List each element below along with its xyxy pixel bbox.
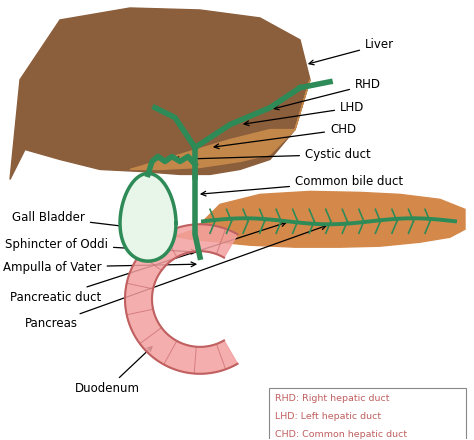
- Text: Sphincter of Oddi: Sphincter of Oddi: [5, 238, 196, 254]
- Text: Common bile duct: Common bile duct: [201, 175, 403, 196]
- Text: CHD: Common hepatic duct: CHD: Common hepatic duct: [275, 430, 407, 439]
- Polygon shape: [125, 224, 237, 374]
- Text: RHD: Right hepatic duct: RHD: Right hepatic duct: [275, 394, 390, 403]
- Text: Pancreas: Pancreas: [25, 225, 326, 330]
- Polygon shape: [120, 173, 176, 261]
- Text: Gall Bladder: Gall Bladder: [12, 211, 144, 231]
- Text: Liver: Liver: [309, 38, 394, 65]
- Polygon shape: [175, 191, 465, 247]
- Text: Pancreatic duct: Pancreatic duct: [10, 222, 286, 304]
- Polygon shape: [130, 80, 310, 169]
- Text: RHD: RHD: [274, 78, 381, 110]
- FancyBboxPatch shape: [269, 388, 466, 440]
- Text: Duodenum: Duodenum: [75, 347, 152, 395]
- Polygon shape: [10, 8, 310, 180]
- Text: Cystic duct: Cystic duct: [174, 148, 371, 161]
- Text: LHD: Left hepatic duct: LHD: Left hepatic duct: [275, 412, 381, 421]
- Text: CHD: CHD: [214, 123, 356, 149]
- Text: Ampulla of Vater: Ampulla of Vater: [3, 260, 196, 274]
- Text: LHD: LHD: [244, 101, 365, 125]
